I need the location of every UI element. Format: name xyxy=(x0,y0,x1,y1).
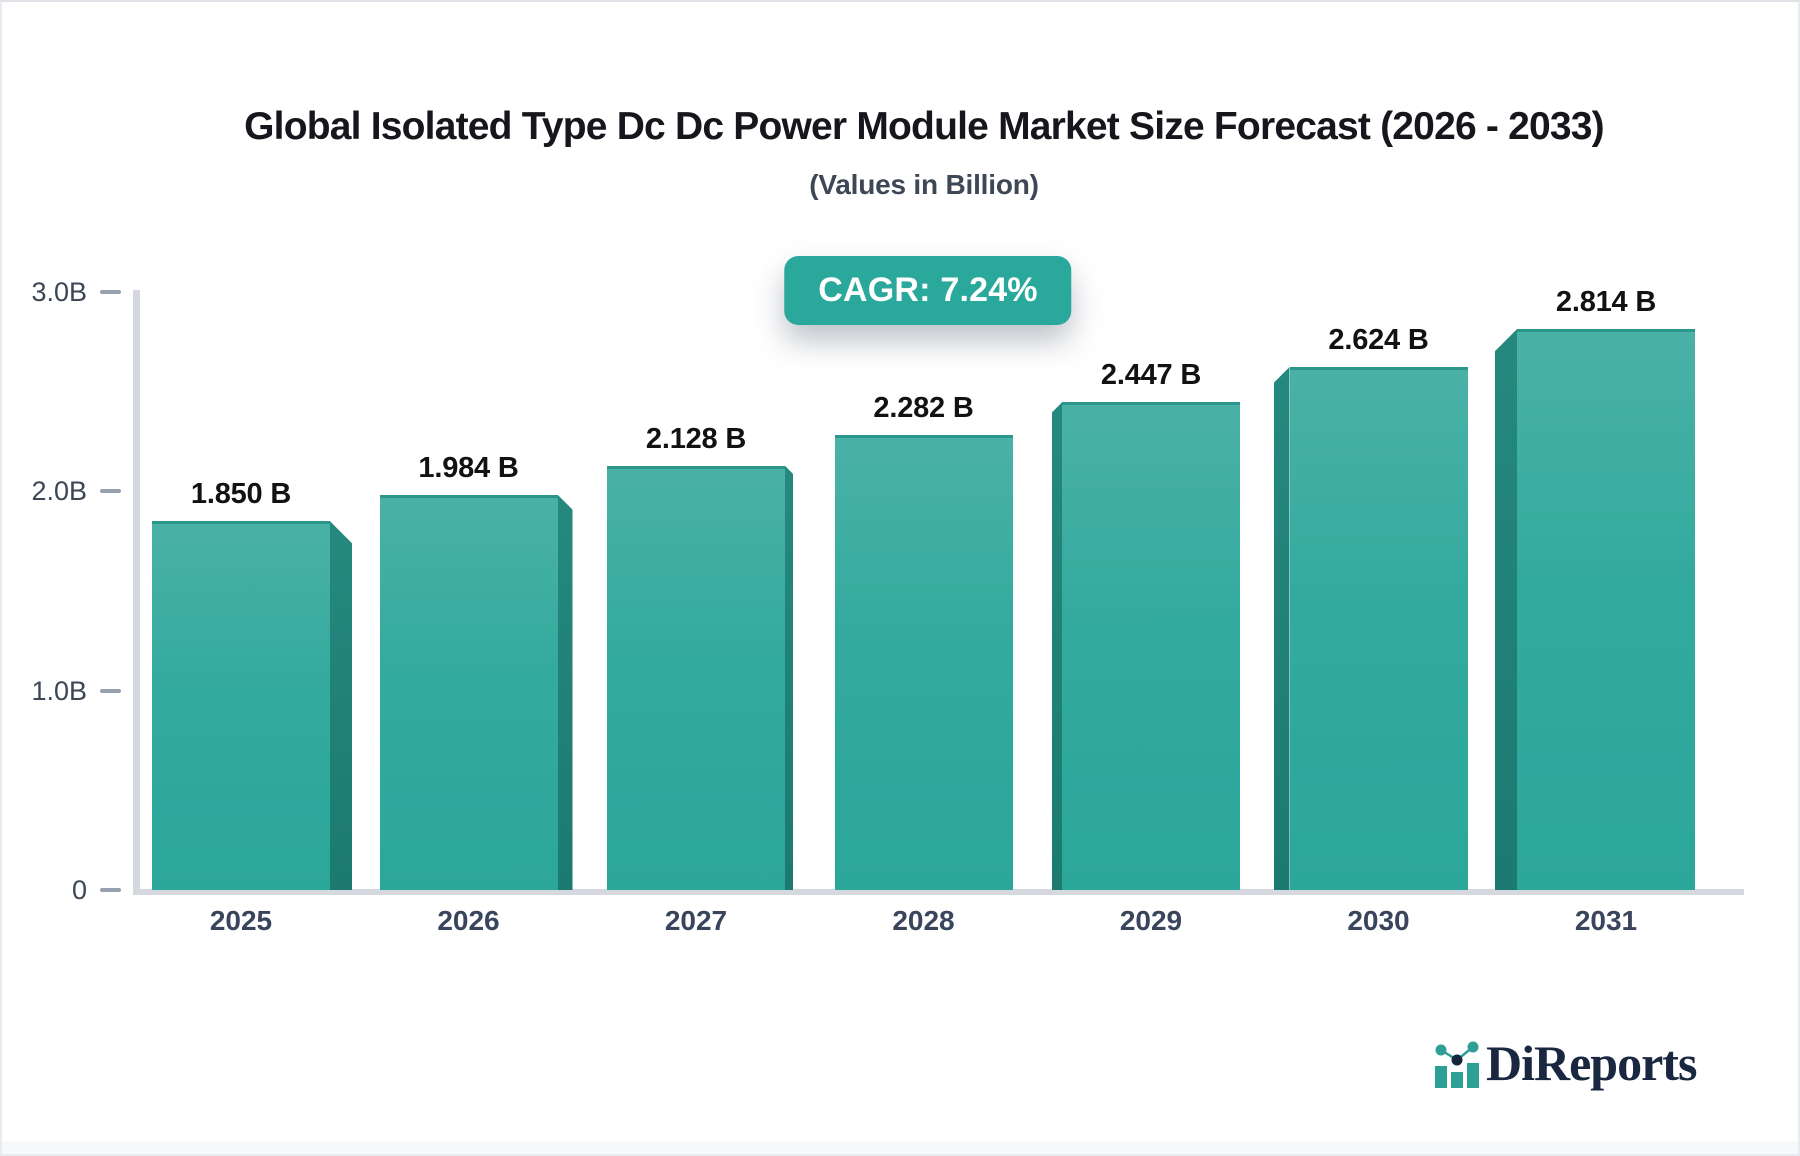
bar-side-2027 xyxy=(785,465,793,890)
bar-2028 xyxy=(834,435,1013,890)
bar-value-label: 1.984 B xyxy=(418,451,519,484)
bar-side-2026 xyxy=(557,494,573,890)
chart-subtitle: (Values in Billion) xyxy=(809,169,1039,200)
x-axis-category-label: 2025 xyxy=(209,905,273,936)
bar-2029 xyxy=(1062,402,1240,890)
logo-bars-icon xyxy=(1435,1041,1479,1088)
bottom-strip xyxy=(2,1141,1798,1154)
x-axis-category-label: 2027 xyxy=(664,905,728,936)
bar-2027 xyxy=(607,465,785,890)
x-axis-category-label: 2026 xyxy=(437,905,500,936)
bar-2025 xyxy=(152,521,330,890)
x-axis-line xyxy=(133,889,1744,895)
direports-logo: DiReports xyxy=(1432,1035,1697,1091)
y-axis-tick-mark xyxy=(100,489,121,494)
y-axis-tick-mark xyxy=(100,888,121,892)
y-axis-tick-label: 3.0B xyxy=(31,277,87,308)
bar-2026 xyxy=(379,494,558,890)
bar-value-label: 2.447 B xyxy=(1100,359,1202,392)
bar-side-2025 xyxy=(330,521,352,890)
bar-2030 xyxy=(1289,367,1468,890)
chart-title: Global Isolated Type Dc Dc Power Module … xyxy=(244,105,1605,148)
chart-header: Global Isolated Type Dc Dc Power Module … xyxy=(50,2,1798,232)
bar-value-label: 2.624 B xyxy=(1328,324,1429,357)
bar-side-2031 xyxy=(1495,329,1517,890)
y-axis-line xyxy=(133,290,140,895)
y-axis-tick-label: 1.0B xyxy=(31,675,87,706)
y-axis-tick-mark xyxy=(100,290,121,295)
x-axis-category-label: 2028 xyxy=(892,905,955,936)
y-axis-tick-label: 2.0B xyxy=(31,476,87,507)
bar-value-label: 2.814 B xyxy=(1555,286,1657,319)
x-axis-category-label: 2031 xyxy=(1574,905,1638,936)
bar-value-label: 1.850 B xyxy=(190,478,292,511)
bar-value-label: 2.128 B xyxy=(645,422,747,455)
x-axis-category-label: 2030 xyxy=(1347,905,1410,936)
bar-value-label: 2.282 B xyxy=(873,392,974,425)
bar-side-2029 xyxy=(1052,402,1062,890)
cagr-badge: CAGR: 7.24% xyxy=(784,256,1072,325)
bar-side-2030 xyxy=(1273,367,1290,890)
logo-text: DiReports xyxy=(1486,1035,1697,1091)
y-axis-tick-mark xyxy=(100,688,121,693)
y-axis-tick-label: 0 xyxy=(71,875,87,905)
x-axis-category-label: 2029 xyxy=(1119,905,1183,936)
bar-2031 xyxy=(1517,329,1695,890)
